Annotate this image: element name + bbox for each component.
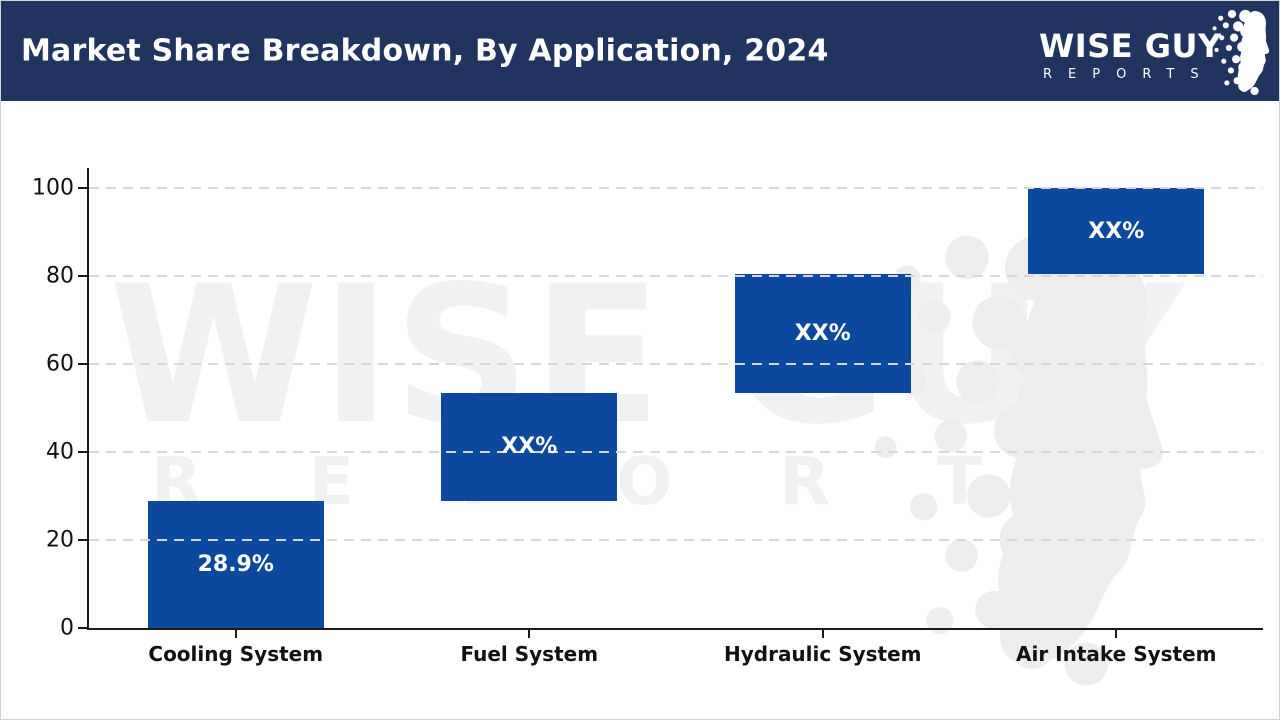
- x-axis-tick: [528, 630, 531, 638]
- gridline: [89, 275, 1263, 277]
- y-axis-tick: [78, 275, 87, 277]
- y-axis: [87, 168, 89, 630]
- gridline: [89, 187, 1263, 189]
- y-axis-tick: [78, 187, 87, 189]
- logo-subtext: REPORTS: [1043, 67, 1215, 82]
- y-axis-tick: [78, 627, 87, 629]
- wise-guy-face-icon: [1212, 9, 1270, 96]
- y-tick-label: 0: [60, 615, 74, 641]
- bar-value-label: 28.9%: [197, 551, 274, 577]
- y-tick-label: 80: [46, 263, 74, 289]
- y-tick-label: 40: [46, 439, 74, 465]
- x-axis-label: Air Intake System: [1016, 642, 1217, 666]
- x-axis-label: Fuel System: [460, 642, 599, 666]
- y-axis-tick: [78, 451, 87, 453]
- gridline: [89, 363, 1263, 365]
- y-axis-tick: [78, 363, 87, 365]
- x-axis: [87, 628, 1263, 630]
- bar-value-label: XX%: [1088, 218, 1145, 244]
- y-tick-label: 60: [46, 351, 74, 377]
- waterfall-bar: 28.9%: [147, 500, 324, 628]
- logo-text: WISE GUY: [1039, 27, 1222, 65]
- y-tick-label: 100: [32, 175, 74, 201]
- x-axis-tick: [821, 630, 824, 638]
- x-axis-label: Hydraulic System: [723, 642, 922, 666]
- bar-value-label: XX%: [501, 434, 558, 460]
- y-axis-tick: [78, 539, 87, 541]
- wise-guy-logo: WISE GUY REPORTS: [1023, 5, 1270, 97]
- gridline: [89, 539, 1263, 541]
- waterfall-bar: XX%: [1028, 188, 1205, 275]
- waterfall-bar: XX%: [441, 393, 618, 501]
- gridline: [89, 451, 1263, 453]
- page-title: Market Share Breakdown, By Application, …: [21, 33, 829, 69]
- y-tick-label: 20: [46, 527, 74, 553]
- chart-area: WISE GUY R E P O R T S 0 20 40 60 80 100 28.9%…: [1, 101, 1279, 719]
- header-bar: Market Share Breakdown, By Application, …: [1, 1, 1279, 101]
- x-axis-tick: [1115, 630, 1118, 638]
- x-axis-tick: [234, 630, 237, 638]
- plot-area: 0 20 40 60 80 100 28.9% Cooling System XX% Fuel S…: [32, 168, 1263, 666]
- bar-value-label: XX%: [794, 321, 851, 347]
- waterfall-bar: XX%: [734, 274, 911, 394]
- x-axis-label: Cooling System: [148, 642, 324, 666]
